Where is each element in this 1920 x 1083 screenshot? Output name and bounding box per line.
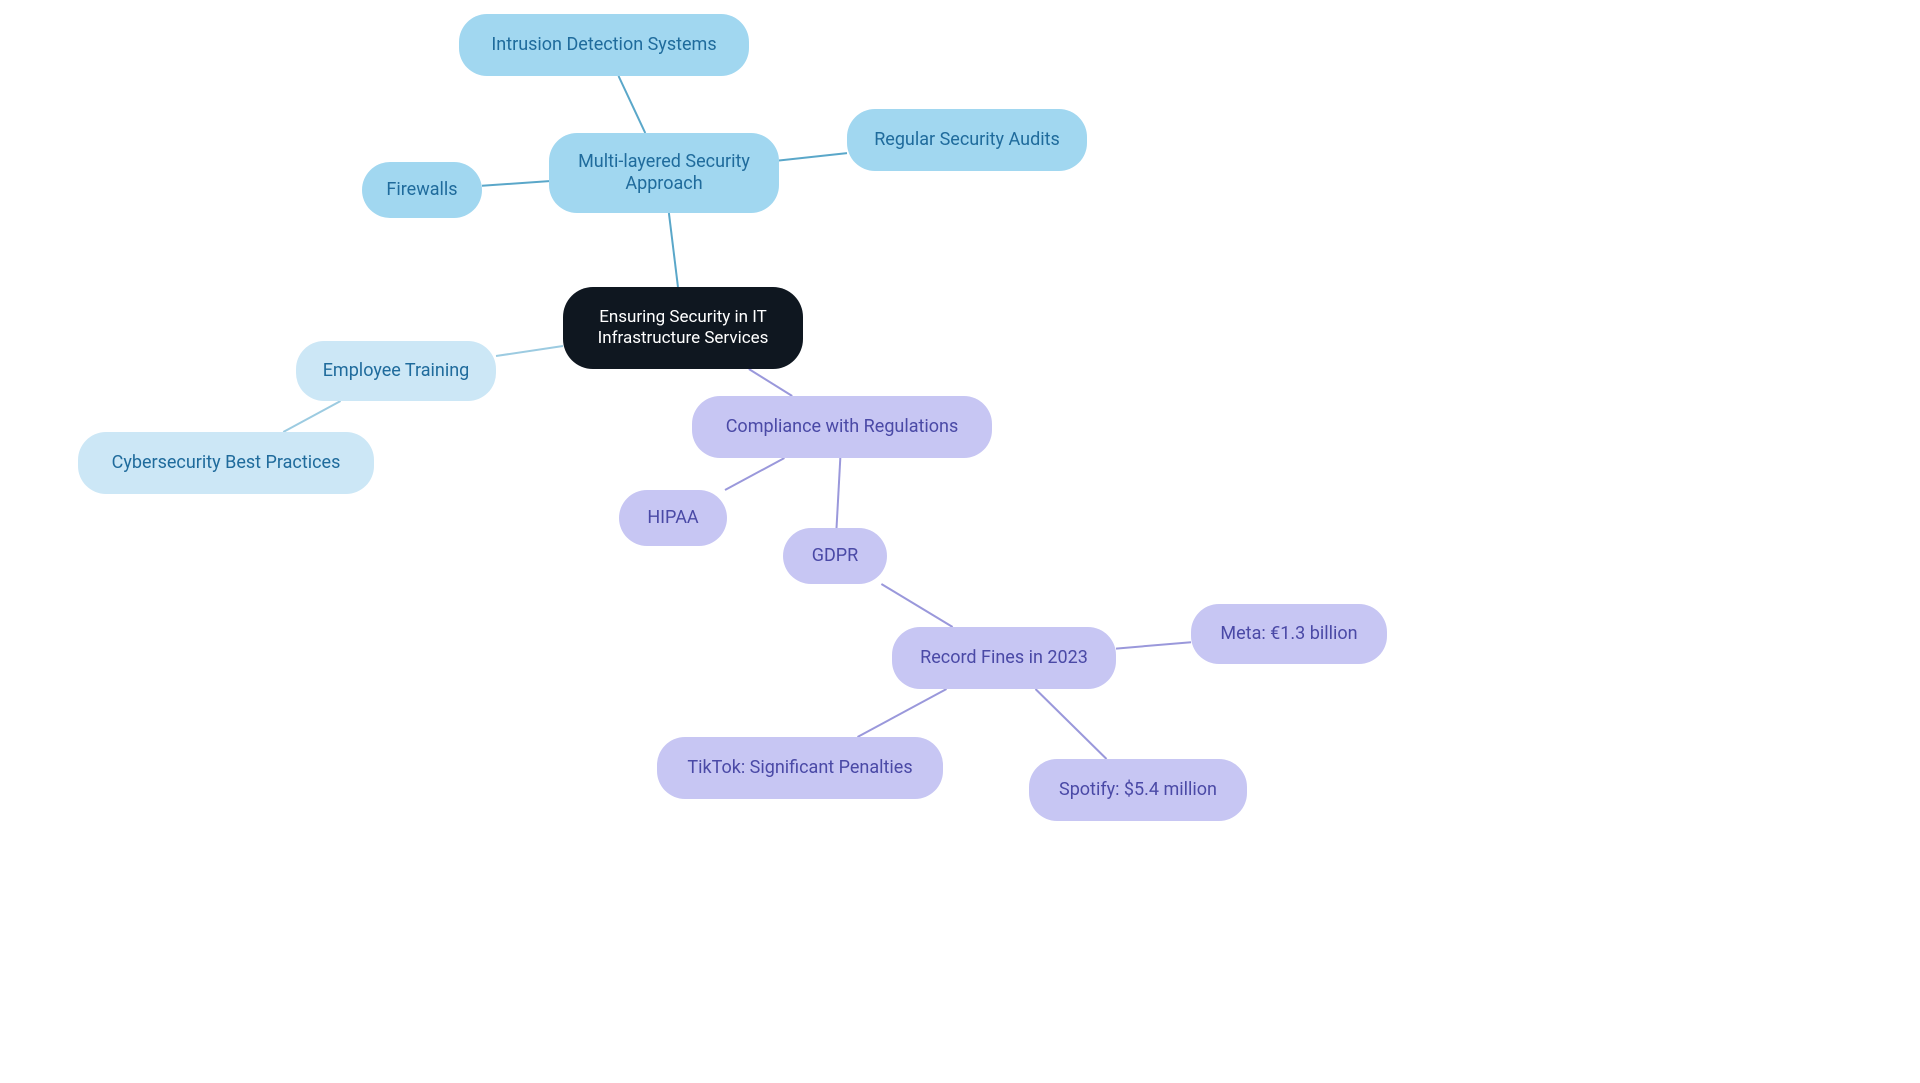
node-label: Compliance with Regulations [726, 416, 959, 439]
edge-training-bestpractices [283, 401, 340, 432]
node-meta: Meta: €1.3 billion [1191, 604, 1387, 664]
node-label: TikTok: Significant Penalties [687, 757, 912, 780]
edge-root-training [496, 346, 563, 356]
node-label: Employee Training [323, 360, 470, 383]
node-label: Spotify: $5.4 million [1059, 779, 1217, 802]
node-label: Ensuring Security in ITInfrastructure Se… [598, 307, 769, 350]
node-label: Intrusion Detection Systems [491, 34, 716, 57]
edge-multi-ids [619, 76, 646, 133]
edge-compliance-hipaa [725, 458, 784, 490]
node-label: Cybersecurity Best Practices [112, 452, 341, 475]
node-root: Ensuring Security in ITInfrastructure Se… [563, 287, 803, 369]
node-label: Meta: €1.3 billion [1220, 623, 1357, 646]
node-fines: Record Fines in 2023 [892, 627, 1116, 689]
node-training: Employee Training [296, 341, 496, 401]
node-spotify: Spotify: $5.4 million [1029, 759, 1247, 821]
node-label: Record Fines in 2023 [920, 647, 1088, 670]
edge-multi-firewalls [482, 181, 549, 186]
node-compliance: Compliance with Regulations [692, 396, 992, 458]
edge-gdpr-fines [881, 584, 952, 627]
node-bestpractices: Cybersecurity Best Practices [78, 432, 374, 494]
node-gdpr: GDPR [783, 528, 887, 584]
edge-fines-spotify [1035, 689, 1106, 759]
edge-root-multi [669, 213, 678, 287]
node-label: Multi-layered SecurityApproach [578, 151, 750, 196]
mindmap-canvas: Ensuring Security in ITInfrastructure Se… [0, 0, 1920, 1083]
node-label: Firewalls [386, 179, 457, 202]
edge-fines-meta [1116, 642, 1191, 648]
edge-multi-audits [779, 153, 847, 160]
node-ids: Intrusion Detection Systems [459, 14, 749, 76]
node-hipaa: HIPAA [619, 490, 727, 546]
edge-fines-tiktok [857, 689, 946, 737]
node-multi: Multi-layered SecurityApproach [549, 133, 779, 213]
node-label: HIPAA [647, 507, 698, 530]
edge-compliance-gdpr [837, 458, 841, 528]
node-label: GDPR [812, 545, 859, 568]
node-tiktok: TikTok: Significant Penalties [657, 737, 943, 799]
node-audits: Regular Security Audits [847, 109, 1087, 171]
node-label: Regular Security Audits [874, 129, 1060, 152]
node-firewalls: Firewalls [362, 162, 482, 218]
edge-root-compliance [749, 369, 792, 396]
